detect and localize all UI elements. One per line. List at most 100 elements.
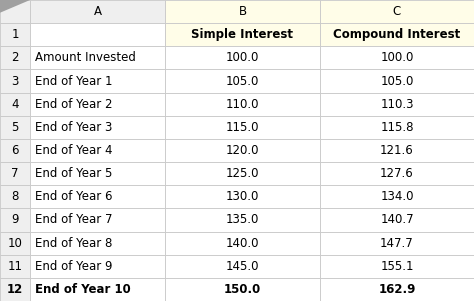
Bar bbox=[0, 231, 30, 255]
Text: 120.0: 120.0 bbox=[226, 144, 259, 157]
Bar bbox=[0, 116, 30, 139]
Text: 115.0: 115.0 bbox=[226, 121, 259, 134]
Text: Compound Interest: Compound Interest bbox=[333, 28, 461, 41]
Text: 10: 10 bbox=[8, 237, 22, 250]
Text: 140.0: 140.0 bbox=[226, 237, 259, 250]
Text: 145.0: 145.0 bbox=[226, 260, 259, 273]
Text: 12: 12 bbox=[7, 283, 23, 296]
Bar bbox=[30, 208, 165, 231]
Bar bbox=[30, 139, 165, 162]
Bar bbox=[165, 231, 320, 255]
Text: 8: 8 bbox=[11, 190, 18, 203]
Bar bbox=[320, 162, 474, 185]
Bar bbox=[165, 185, 320, 208]
Text: 155.1: 155.1 bbox=[380, 260, 414, 273]
Bar bbox=[165, 0, 320, 23]
Bar bbox=[0, 278, 30, 301]
Text: 127.6: 127.6 bbox=[380, 167, 414, 180]
Text: 4: 4 bbox=[11, 98, 19, 111]
Bar bbox=[0, 208, 30, 231]
Text: 110.0: 110.0 bbox=[226, 98, 259, 111]
Bar bbox=[320, 70, 474, 93]
Bar bbox=[0, 93, 30, 116]
Bar bbox=[320, 23, 474, 46]
Bar bbox=[30, 46, 165, 70]
Bar bbox=[320, 116, 474, 139]
Text: 6: 6 bbox=[11, 144, 19, 157]
Bar bbox=[30, 231, 165, 255]
Bar bbox=[165, 93, 320, 116]
Text: Simple Interest: Simple Interest bbox=[191, 28, 293, 41]
Text: 115.8: 115.8 bbox=[380, 121, 414, 134]
Text: End of Year 1: End of Year 1 bbox=[35, 75, 112, 88]
Text: C: C bbox=[393, 5, 401, 18]
Bar bbox=[165, 139, 320, 162]
Bar bbox=[320, 139, 474, 162]
Bar bbox=[320, 185, 474, 208]
Bar bbox=[320, 231, 474, 255]
Bar bbox=[165, 23, 320, 46]
Text: 147.7: 147.7 bbox=[380, 237, 414, 250]
Text: End of Year 10: End of Year 10 bbox=[35, 283, 131, 296]
Bar bbox=[320, 93, 474, 116]
Bar bbox=[165, 46, 320, 70]
Text: 105.0: 105.0 bbox=[380, 75, 414, 88]
Bar bbox=[0, 139, 30, 162]
Bar bbox=[0, 70, 30, 93]
Bar bbox=[320, 0, 474, 23]
Text: End of Year 3: End of Year 3 bbox=[35, 121, 112, 134]
Bar bbox=[0, 0, 30, 23]
Text: A: A bbox=[93, 5, 101, 18]
Bar bbox=[0, 255, 30, 278]
Bar bbox=[30, 23, 165, 46]
Text: 130.0: 130.0 bbox=[226, 190, 259, 203]
Bar bbox=[0, 162, 30, 185]
Text: 1: 1 bbox=[11, 28, 19, 41]
Text: 134.0: 134.0 bbox=[380, 190, 414, 203]
Bar bbox=[30, 162, 165, 185]
Bar bbox=[0, 185, 30, 208]
Text: 162.9: 162.9 bbox=[378, 283, 416, 296]
Bar bbox=[165, 255, 320, 278]
Bar bbox=[30, 0, 165, 23]
Bar bbox=[165, 116, 320, 139]
Bar bbox=[165, 162, 320, 185]
Bar bbox=[30, 255, 165, 278]
Text: 2: 2 bbox=[11, 51, 19, 64]
Text: 140.7: 140.7 bbox=[380, 213, 414, 226]
Bar bbox=[165, 70, 320, 93]
Text: Amount Invested: Amount Invested bbox=[35, 51, 136, 64]
Text: End of Year 4: End of Year 4 bbox=[35, 144, 112, 157]
Text: End of Year 5: End of Year 5 bbox=[35, 167, 112, 180]
Bar bbox=[320, 278, 474, 301]
Text: 3: 3 bbox=[11, 75, 18, 88]
Text: 11: 11 bbox=[8, 260, 22, 273]
Text: B: B bbox=[238, 5, 246, 18]
Text: End of Year 6: End of Year 6 bbox=[35, 190, 112, 203]
Text: End of Year 8: End of Year 8 bbox=[35, 237, 112, 250]
Text: 110.3: 110.3 bbox=[380, 98, 414, 111]
Bar bbox=[165, 208, 320, 231]
Bar bbox=[165, 278, 320, 301]
Text: End of Year 7: End of Year 7 bbox=[35, 213, 112, 226]
Bar bbox=[30, 70, 165, 93]
Text: 121.6: 121.6 bbox=[380, 144, 414, 157]
Bar bbox=[0, 46, 30, 70]
Text: End of Year 2: End of Year 2 bbox=[35, 98, 112, 111]
Bar bbox=[320, 208, 474, 231]
Text: 150.0: 150.0 bbox=[224, 283, 261, 296]
Text: 100.0: 100.0 bbox=[226, 51, 259, 64]
Bar bbox=[30, 116, 165, 139]
Text: 7: 7 bbox=[11, 167, 19, 180]
Bar bbox=[320, 255, 474, 278]
Text: 105.0: 105.0 bbox=[226, 75, 259, 88]
Text: End of Year 9: End of Year 9 bbox=[35, 260, 112, 273]
Text: 9: 9 bbox=[11, 213, 19, 226]
Bar bbox=[30, 185, 165, 208]
Text: 5: 5 bbox=[11, 121, 18, 134]
Text: 135.0: 135.0 bbox=[226, 213, 259, 226]
Bar bbox=[0, 23, 30, 46]
Text: 125.0: 125.0 bbox=[226, 167, 259, 180]
Bar bbox=[320, 46, 474, 70]
Bar bbox=[30, 93, 165, 116]
